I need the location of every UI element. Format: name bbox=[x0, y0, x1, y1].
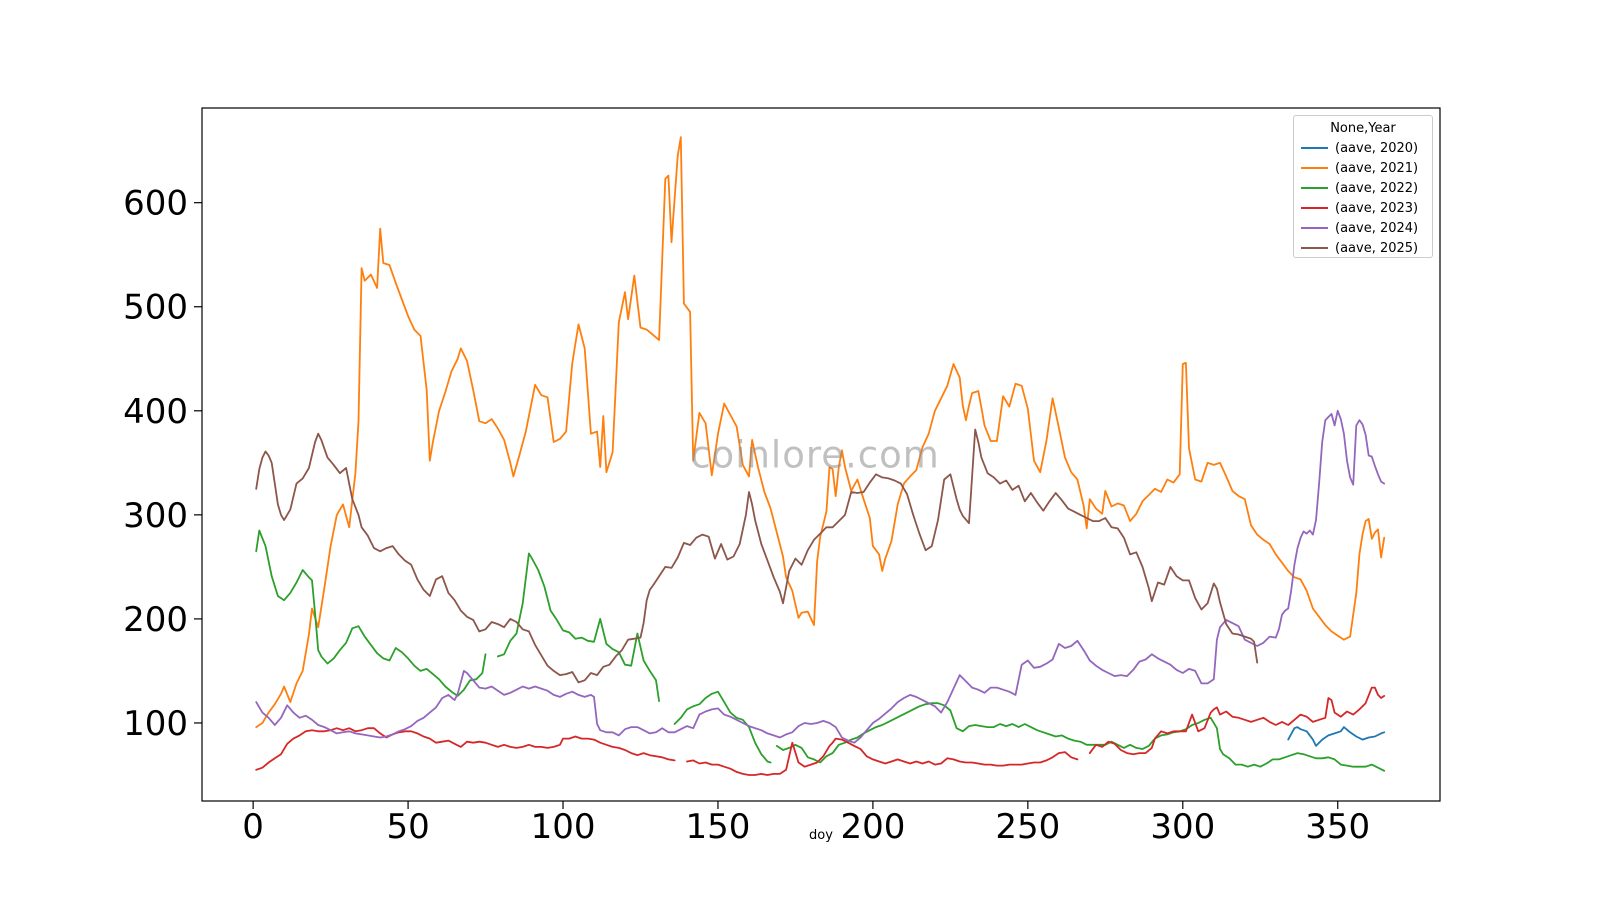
y-tick-label: 200 bbox=[123, 600, 188, 640]
x-tick-label: 100 bbox=[531, 807, 596, 847]
legend-label: (aave, 2023) bbox=[1335, 200, 1419, 216]
legend-label: (aave, 2020) bbox=[1335, 140, 1419, 156]
plot-frame bbox=[201, 107, 1441, 802]
x-tick-label: 150 bbox=[686, 807, 751, 847]
series-aave-2025-line bbox=[255, 428, 1259, 684]
watermark: coinlore.com bbox=[690, 433, 940, 477]
legend-entry: (aave, 2024) bbox=[1294, 218, 1432, 238]
legend-line-swatch bbox=[1301, 167, 1328, 169]
series-aave-2023-line bbox=[686, 737, 1079, 776]
y-tick-label: 400 bbox=[123, 392, 188, 432]
legend-entry: (aave, 2025) bbox=[1294, 238, 1432, 258]
series-aave-2022-line bbox=[496, 552, 660, 702]
legend-entry: (aave, 2023) bbox=[1294, 198, 1432, 218]
series-aave-2024-line bbox=[255, 409, 1386, 744]
y-tick-label: 600 bbox=[123, 184, 188, 224]
legend-label: (aave, 2021) bbox=[1335, 160, 1419, 176]
legend-line-swatch bbox=[1301, 207, 1328, 209]
x-tick-label: 300 bbox=[1150, 807, 1215, 847]
legend-label: (aave, 2024) bbox=[1335, 220, 1419, 236]
x-tick-label: 200 bbox=[840, 807, 905, 847]
legend-line-swatch bbox=[1301, 187, 1328, 189]
legend-label: (aave, 2022) bbox=[1335, 180, 1419, 196]
legend-line-swatch bbox=[1301, 247, 1328, 249]
y-tick-label: 500 bbox=[123, 288, 188, 328]
legend-line-swatch bbox=[1301, 147, 1328, 149]
legend-entry: (aave, 2022) bbox=[1294, 178, 1432, 198]
series-aave-2022-line bbox=[255, 529, 487, 697]
series-aave-2022-line bbox=[673, 690, 772, 764]
y-tick-label: 300 bbox=[123, 496, 188, 536]
legend-title: None,Year bbox=[1330, 121, 1396, 136]
series-aave-2023-line bbox=[255, 727, 676, 771]
x-tick-label: 250 bbox=[995, 807, 1060, 847]
legend-line-swatch bbox=[1301, 227, 1328, 229]
series-aave-2021-line bbox=[255, 136, 1386, 728]
series-aave-2023-line bbox=[1088, 686, 1386, 756]
x-tick-label: 0 bbox=[242, 807, 264, 847]
legend: None,Year (aave, 2020) (aave, 2021) (aave,… bbox=[1293, 115, 1433, 258]
x-tick-label: 50 bbox=[386, 807, 429, 847]
legend-label: (aave, 2025) bbox=[1335, 240, 1419, 256]
legend-entry: (aave, 2021) bbox=[1294, 158, 1432, 178]
series-aave-2020-line bbox=[1287, 726, 1386, 747]
x-axis-label: doy bbox=[809, 828, 833, 843]
y-tick-label: 100 bbox=[123, 704, 188, 744]
series-aave-2022-line bbox=[775, 702, 1386, 772]
x-tick-label: 350 bbox=[1305, 807, 1370, 847]
legend-entry: (aave, 2020) bbox=[1294, 138, 1432, 158]
